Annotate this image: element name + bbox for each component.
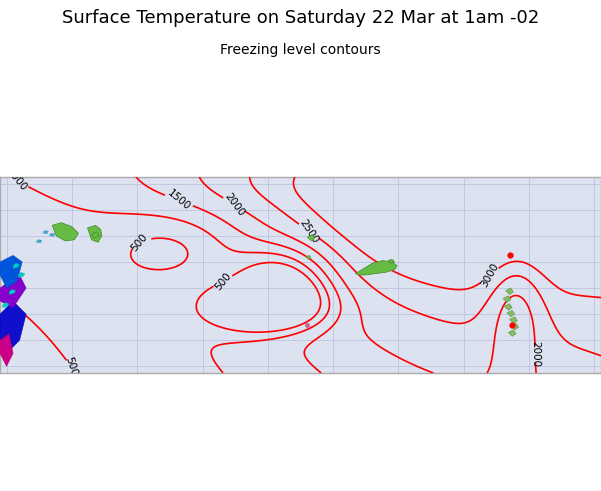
Polygon shape	[2, 302, 9, 308]
Polygon shape	[507, 310, 515, 317]
Polygon shape	[13, 263, 20, 269]
Text: 500: 500	[64, 356, 79, 378]
Polygon shape	[510, 317, 517, 323]
Polygon shape	[50, 233, 55, 237]
Polygon shape	[18, 273, 25, 277]
Polygon shape	[0, 334, 13, 366]
Polygon shape	[355, 261, 397, 275]
Text: Freezing level contours: Freezing level contours	[220, 43, 381, 57]
Polygon shape	[505, 288, 513, 295]
Text: 1500: 1500	[166, 189, 192, 213]
Polygon shape	[88, 225, 102, 242]
Text: 1000: 1000	[5, 167, 29, 193]
Polygon shape	[9, 289, 16, 295]
Polygon shape	[306, 255, 311, 259]
Text: 2000: 2000	[530, 341, 540, 367]
Text: 2000: 2000	[222, 191, 246, 218]
Polygon shape	[43, 231, 48, 234]
Polygon shape	[508, 330, 516, 336]
Polygon shape	[0, 275, 26, 308]
Text: 500: 500	[213, 271, 233, 292]
Text: 500: 500	[129, 232, 150, 253]
Polygon shape	[511, 323, 519, 330]
Polygon shape	[52, 223, 78, 241]
Text: Surface Temperature on Saturday 22 Mar at 1am -02: Surface Temperature on Saturday 22 Mar a…	[62, 9, 539, 27]
Text: 2500: 2500	[297, 217, 320, 245]
Polygon shape	[504, 304, 512, 310]
Polygon shape	[388, 259, 395, 263]
Polygon shape	[0, 255, 22, 288]
Polygon shape	[503, 296, 511, 302]
Polygon shape	[91, 232, 99, 238]
Polygon shape	[0, 301, 26, 354]
Polygon shape	[37, 240, 42, 243]
Text: 3000: 3000	[479, 262, 500, 289]
Polygon shape	[307, 235, 315, 241]
